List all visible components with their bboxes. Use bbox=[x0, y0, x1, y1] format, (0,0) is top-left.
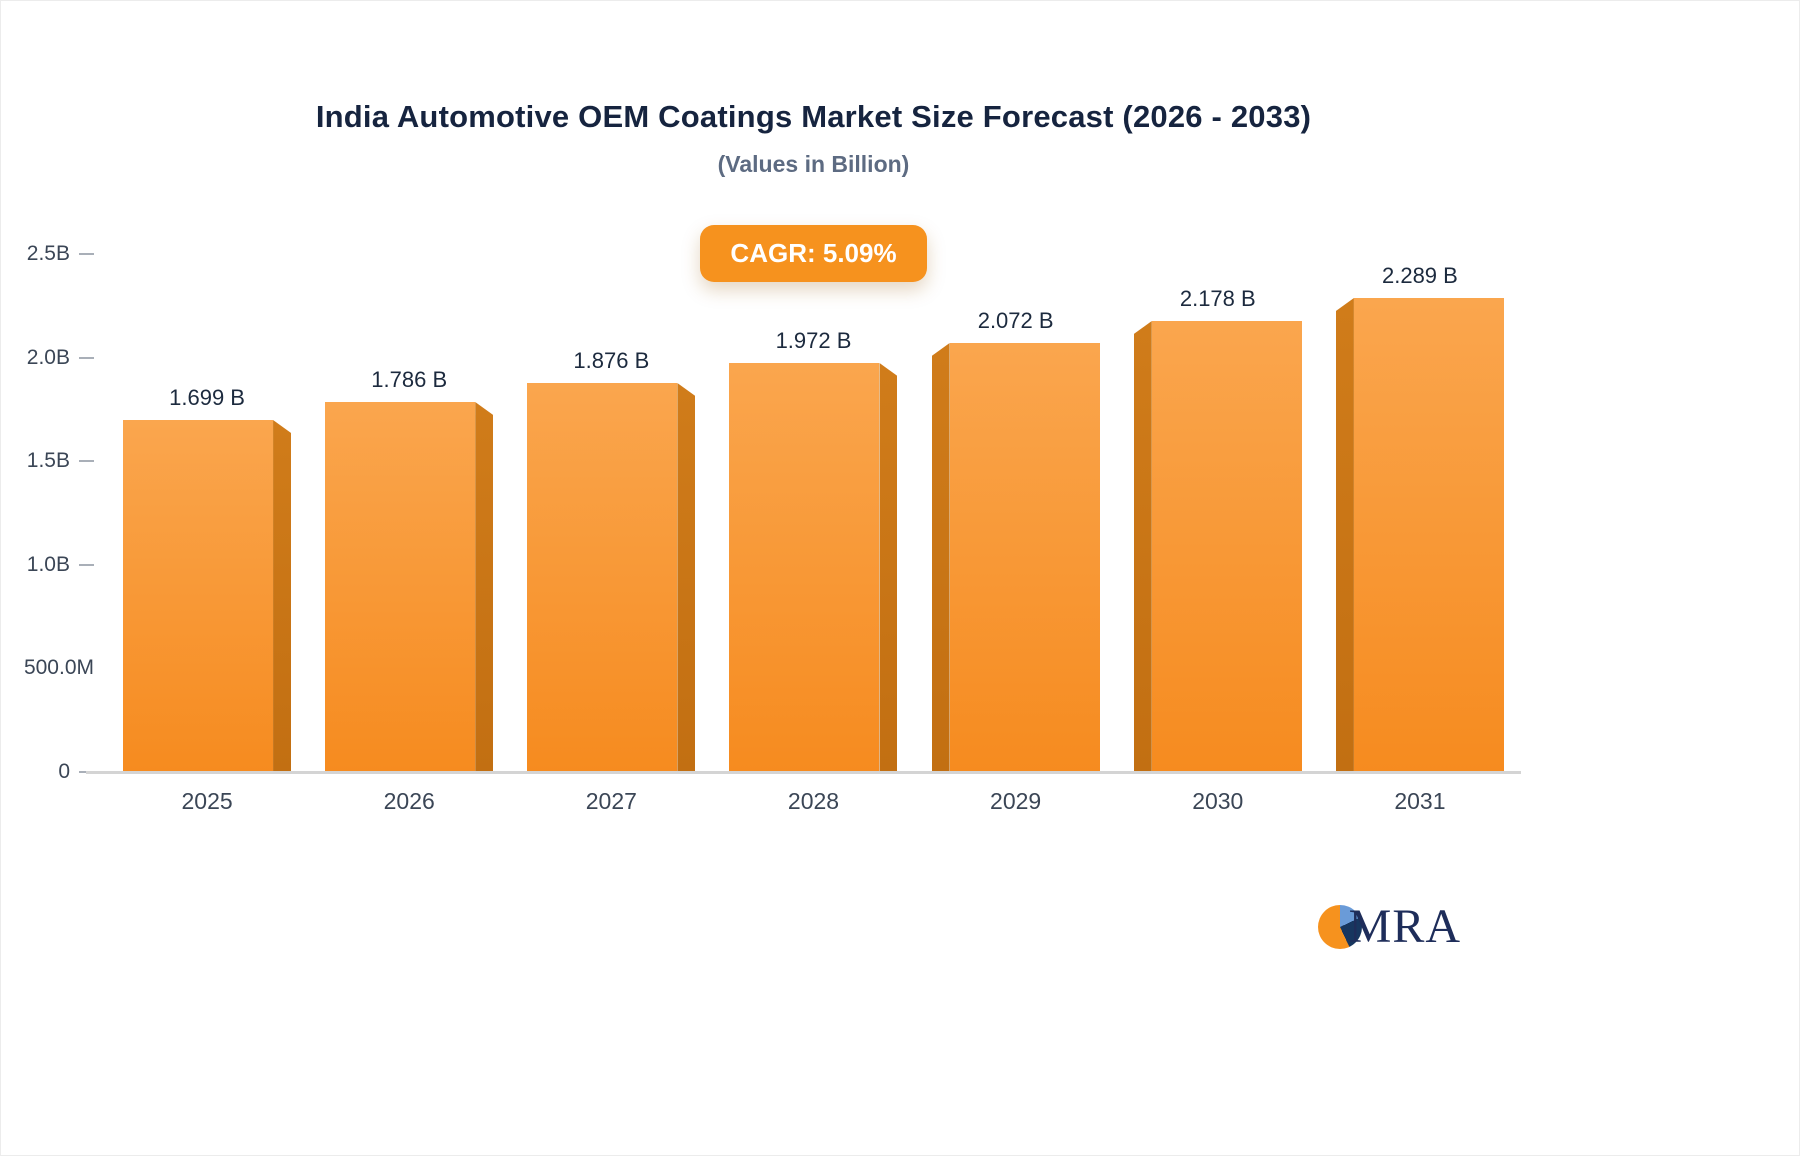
bar-face bbox=[527, 383, 678, 772]
mra-logo-text: MRA bbox=[1348, 900, 1461, 953]
bar-3d-side bbox=[1133, 321, 1152, 772]
y-axis-tick-mark bbox=[79, 253, 94, 255]
bar-value-label: 1.972 B bbox=[775, 328, 852, 353]
bar-3d-side bbox=[475, 402, 494, 772]
bars-container: 1.699 B 1.786 B 1.876 B 1.972 B 2.072 B 2.178… bbox=[106, 254, 1521, 772]
bar-value-label: 2.289 B bbox=[1381, 263, 1458, 288]
bar bbox=[527, 383, 696, 772]
bar-3d-side bbox=[677, 383, 696, 772]
y-axis-tick: 2.0B bbox=[27, 346, 94, 370]
bar-value-label: 2.072 B bbox=[977, 308, 1054, 333]
x-axis-label: 2031 bbox=[1394, 788, 1446, 814]
bar-value-label: 1.699 B bbox=[169, 385, 245, 410]
x-axis-labels: 2025 2026 2027 2028 2029 2030 2031 bbox=[106, 788, 1521, 815]
x-axis-label: 2025 bbox=[181, 788, 233, 814]
bar-group: 1.876 B bbox=[510, 348, 712, 772]
bar-group: 2.178 B bbox=[1117, 286, 1319, 772]
plot-area: 2.5B 2.0B 1.5B 1.0B 500.0M 0 1.699 B 1.786 B 1.… bbox=[24, 242, 1521, 814]
bar bbox=[931, 343, 1100, 772]
y-axis-tick-label: 500.0M bbox=[23, 656, 94, 680]
bar-face bbox=[1353, 298, 1504, 772]
chart-subtitle: (Values in Billion) bbox=[717, 151, 910, 177]
bar bbox=[729, 363, 898, 772]
y-axis-tick: 1.0B bbox=[27, 553, 94, 577]
bar-face bbox=[325, 402, 476, 772]
x-axis-label: 2026 bbox=[383, 788, 435, 814]
bar bbox=[123, 420, 292, 772]
y-axis-tick: 2.5B bbox=[27, 242, 94, 266]
bar-face bbox=[1151, 321, 1302, 772]
bar-3d-side bbox=[273, 420, 292, 772]
y-axis-tick-label: 0 bbox=[58, 760, 70, 783]
bar-3d-side bbox=[1335, 298, 1354, 772]
y-axis-tick-label: 1.0B bbox=[26, 552, 70, 576]
bar-3d-side bbox=[931, 343, 950, 772]
bar-value-label: 2.178 B bbox=[1179, 286, 1256, 311]
bar-value-label: 1.786 B bbox=[371, 367, 448, 392]
bar bbox=[1335, 298, 1504, 772]
y-axis-tick-mark bbox=[79, 460, 94, 463]
x-axis-label: 2030 bbox=[1192, 788, 1244, 814]
y-axis-tick-label: 1.5B bbox=[26, 449, 70, 473]
bar-face bbox=[729, 363, 880, 772]
mra-logo-pie-icon bbox=[1317, 904, 1362, 949]
y-axis-tick: 500.0M bbox=[24, 656, 94, 680]
y-axis-tick: 1.5B bbox=[27, 449, 94, 473]
bar bbox=[325, 402, 494, 772]
y-axis-tick-mark bbox=[79, 563, 94, 566]
y-axis-tick-label: 2.5B bbox=[26, 242, 70, 265]
x-axis-label: 2027 bbox=[585, 788, 637, 814]
y-axis-tick-mark bbox=[79, 356, 94, 359]
bar-group: 1.972 B bbox=[712, 328, 914, 772]
bar-value-label: 1.876 B bbox=[573, 348, 650, 373]
bar bbox=[1133, 321, 1302, 772]
y-axis-tick-label: 2.0B bbox=[26, 345, 70, 369]
chart-title: India Automotive OEM Coatings Market Siz… bbox=[315, 99, 1312, 134]
bar-group: 2.289 B bbox=[1319, 263, 1521, 772]
bar-face bbox=[123, 420, 274, 772]
bar-group: 1.786 B bbox=[308, 367, 510, 772]
bar-group: 2.072 B bbox=[915, 308, 1117, 772]
x-axis-label: 2029 bbox=[990, 788, 1042, 814]
x-axis-label: 2028 bbox=[787, 788, 840, 814]
bar-face bbox=[949, 343, 1100, 772]
x-axis-line bbox=[86, 771, 1521, 774]
bar-group: 1.699 B bbox=[106, 385, 308, 772]
mra-logo: MRA bbox=[1317, 899, 1461, 954]
bar-3d-side bbox=[879, 363, 898, 772]
